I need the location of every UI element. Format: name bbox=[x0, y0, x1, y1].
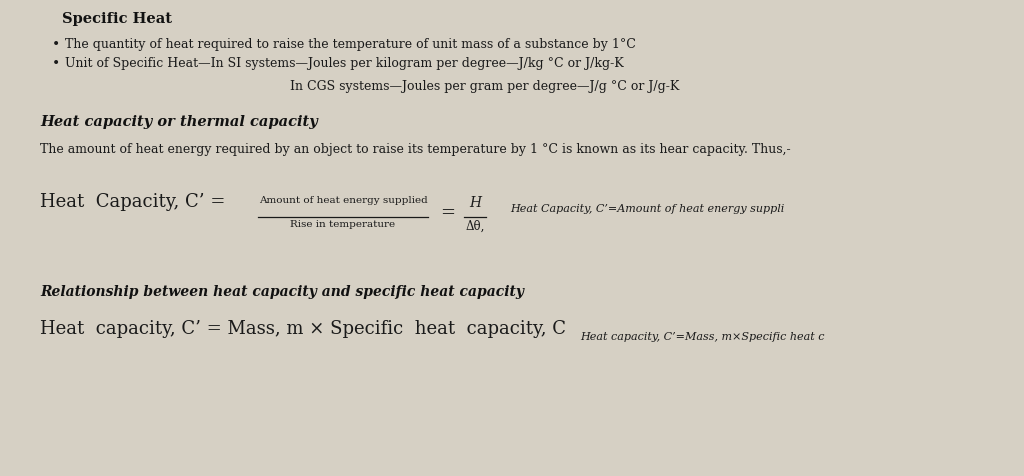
Text: The quantity of heat required to raise the temperature of unit mass of a substan: The quantity of heat required to raise t… bbox=[65, 38, 636, 51]
Text: Relationship between heat capacity and specific heat capacity: Relationship between heat capacity and s… bbox=[40, 284, 524, 298]
Text: H: H bbox=[469, 196, 481, 209]
Text: =: = bbox=[440, 204, 455, 221]
Text: The amount of heat energy required by an object to raise its temperature by 1 °C: The amount of heat energy required by an… bbox=[40, 143, 791, 156]
Text: Rise in temperature: Rise in temperature bbox=[291, 219, 395, 228]
Text: In CGS systems—Joules per gram per degree—J/g °C or J/g-K: In CGS systems—Joules per gram per degre… bbox=[290, 80, 679, 93]
Text: Heat capacity or thermal capacity: Heat capacity or thermal capacity bbox=[40, 115, 317, 129]
Text: Amount of heat energy supplied: Amount of heat energy supplied bbox=[259, 196, 427, 205]
Text: Heat  Capacity, C’ =: Heat Capacity, C’ = bbox=[40, 193, 225, 210]
Text: •: • bbox=[52, 38, 60, 52]
Text: Heat capacity, C’=Mass, m×Specific heat c: Heat capacity, C’=Mass, m×Specific heat … bbox=[580, 331, 824, 341]
Text: Unit of Specific Heat—In SI systems—Joules per kilogram per degree—J/kg °C or J/: Unit of Specific Heat—In SI systems—Joul… bbox=[65, 57, 624, 70]
Text: Heat Capacity, C’=Amount of heat energy suppli: Heat Capacity, C’=Amount of heat energy … bbox=[510, 204, 784, 214]
Text: •: • bbox=[52, 57, 60, 71]
Text: Heat  capacity, C’ = Mass, m × Specific  heat  capacity, C: Heat capacity, C’ = Mass, m × Specific h… bbox=[40, 319, 566, 337]
Text: Δθ,: Δθ, bbox=[465, 219, 484, 232]
Text: Specific Heat: Specific Heat bbox=[62, 12, 172, 26]
